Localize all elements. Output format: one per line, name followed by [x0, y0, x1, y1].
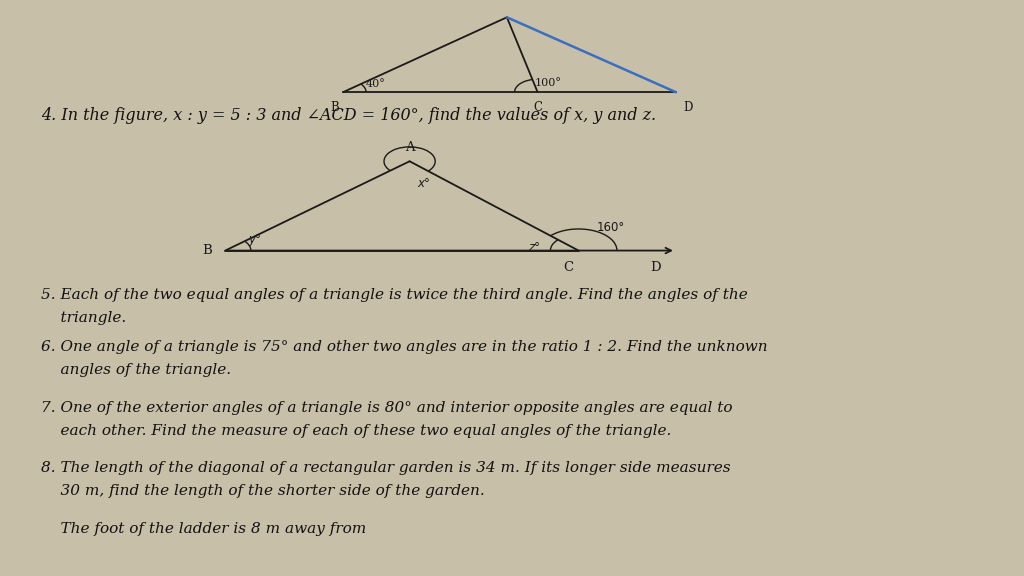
- Text: D: D: [683, 101, 693, 114]
- Text: D: D: [650, 261, 660, 274]
- Text: 40°: 40°: [366, 79, 385, 89]
- Text: 8. The length of the diagonal of a rectangular garden is 34 m. If its longer sid: 8. The length of the diagonal of a recta…: [41, 461, 730, 475]
- Text: 5. Each of the two equal angles of a triangle is twice the third angle. Find the: 5. Each of the two equal angles of a tri…: [41, 289, 748, 302]
- Text: 6. One angle of a triangle is 75° and other two angles are in the ratio 1 : 2. F: 6. One angle of a triangle is 75° and ot…: [41, 340, 768, 354]
- Text: A: A: [404, 141, 415, 154]
- Text: C: C: [563, 261, 573, 274]
- Text: x°: x°: [418, 177, 431, 191]
- Text: each other. Find the measure of each of these two equal angles of the triangle.: each other. Find the measure of each of …: [41, 424, 672, 438]
- Text: 100°: 100°: [535, 78, 561, 88]
- Text: B: B: [331, 101, 339, 114]
- Text: B: B: [202, 244, 212, 257]
- Text: 7. One of the exterior angles of a triangle is 80° and interior opposite angles : 7. One of the exterior angles of a trian…: [41, 401, 732, 415]
- Text: 30 m, find the length of the shorter side of the garden.: 30 m, find the length of the shorter sid…: [41, 484, 484, 498]
- Text: The foot of the ladder is 8 m away from: The foot of the ladder is 8 m away from: [41, 522, 367, 536]
- Text: triangle.: triangle.: [41, 312, 126, 325]
- Text: 160°: 160°: [597, 221, 626, 234]
- Text: z°: z°: [527, 241, 540, 254]
- Text: y°: y°: [248, 233, 261, 246]
- Text: C: C: [534, 101, 542, 114]
- Text: angles of the triangle.: angles of the triangle.: [41, 363, 231, 377]
- Text: 4. In the figure, x : y = 5 : 3 and ∠ACD = 160°, find the values of x, y and z.: 4. In the figure, x : y = 5 : 3 and ∠ACD…: [41, 107, 656, 124]
